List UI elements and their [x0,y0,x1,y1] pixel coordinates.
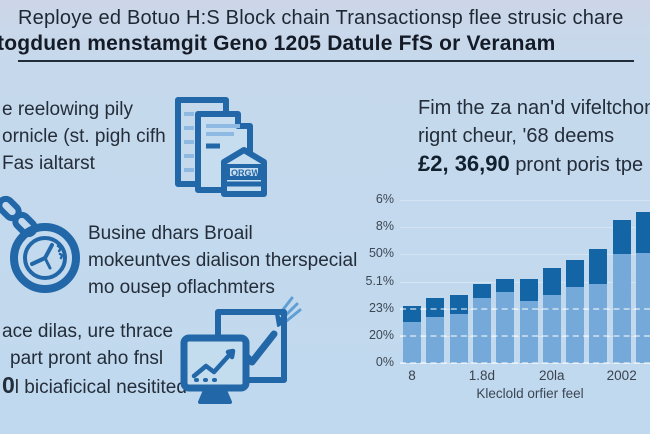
bar [566,259,585,363]
y-tick-label: 5.1% [365,273,395,288]
bar-upper-segment [612,220,631,255]
chart-caption: Kleclold orfier feel [476,386,584,401]
bar [403,305,421,363]
y-tick-label: 50% [368,246,394,261]
gridline [400,200,650,201]
y-tick-label: 6% [375,192,394,206]
bar [496,278,515,363]
bold-prefix: 0 [2,372,15,398]
bar-plot [400,200,650,364]
text-block-1: e reelowing pily ornicle (st. pigh cifh … [2,96,166,177]
bar-upper-segment [519,278,538,301]
text-line: e reelowing pily [2,99,133,120]
bar [449,295,468,363]
x-tick-label: 8 [408,368,416,383]
gridline [400,227,650,229]
y-tick-label: 20% [368,327,394,342]
bar-upper-segment [449,295,468,315]
text-line: Fim the za nan'd vifeltchon [418,97,650,119]
y-tick-label: 23% [368,300,394,315]
y-tick-label: 8% [375,219,394,234]
bar-upper-segment [566,259,585,287]
monitor-growth-check-icon [180,290,306,410]
gridline-overlay [400,307,650,310]
bar [542,267,561,363]
text-line: ace dilas, ure thrace [2,321,174,342]
bar-upper-segment [472,284,491,298]
bar [472,284,491,363]
text-line: mo ousep oflachmters [88,277,275,298]
x-tick-label: 2002 [606,368,637,383]
text-line: Fas ialtarst [2,153,95,174]
text-line: ornicle (st. pigh cifh [2,126,166,147]
bar [426,297,445,363]
bar-upper-segment [403,305,421,323]
amount-figure: £2, 36,90 [418,151,510,176]
text-line: part pront aho fnsl [10,348,164,369]
y-tick-label: 0% [375,355,394,369]
header-divider [18,60,634,62]
bar-upper-segment [589,248,608,285]
document-stack-icon: ORGW [168,92,272,198]
right-intro-text: Fim the za nan'd vifeltchon rignt cheur,… [418,94,650,179]
header-title-line2: togduen menstamgit Geno 1205 Datule FfS … [0,32,556,55]
magnifier-clock-icon [0,195,92,304]
bar-upper-segment [496,278,515,293]
text-line: £2, 36,90 pront poris tpe [418,151,644,176]
bar [589,248,608,363]
x-tick-label: 1.8d [468,368,496,383]
gridline-overlay [400,334,650,337]
document-label-text: ORGW [231,168,261,178]
gridline [400,254,650,256]
bar-upper-segment [542,267,561,296]
text-block-3: ace dilas, ure thrace part pront aho fns… [2,318,187,401]
text-line: 0l biciaficical nesitited [2,372,187,398]
text-line: Busine dhars Broail [88,223,253,244]
x-tick-label: 20la [539,368,565,383]
gridline-overlay [400,362,650,364]
bar-upper-segment [636,212,650,253]
header-title-line1: Reploye ed Botuo H:S Block chain Transac… [18,7,624,29]
bar-upper-segment [426,297,445,317]
bar [519,278,538,363]
bar [612,220,631,363]
text-line: mokeuntves dialison therspecial [88,250,358,271]
text-line: rignt cheur, '68 deems [418,125,615,147]
text-block-2: Busine dhars Broail mokeuntves dialison … [88,220,357,301]
bar [636,212,650,363]
